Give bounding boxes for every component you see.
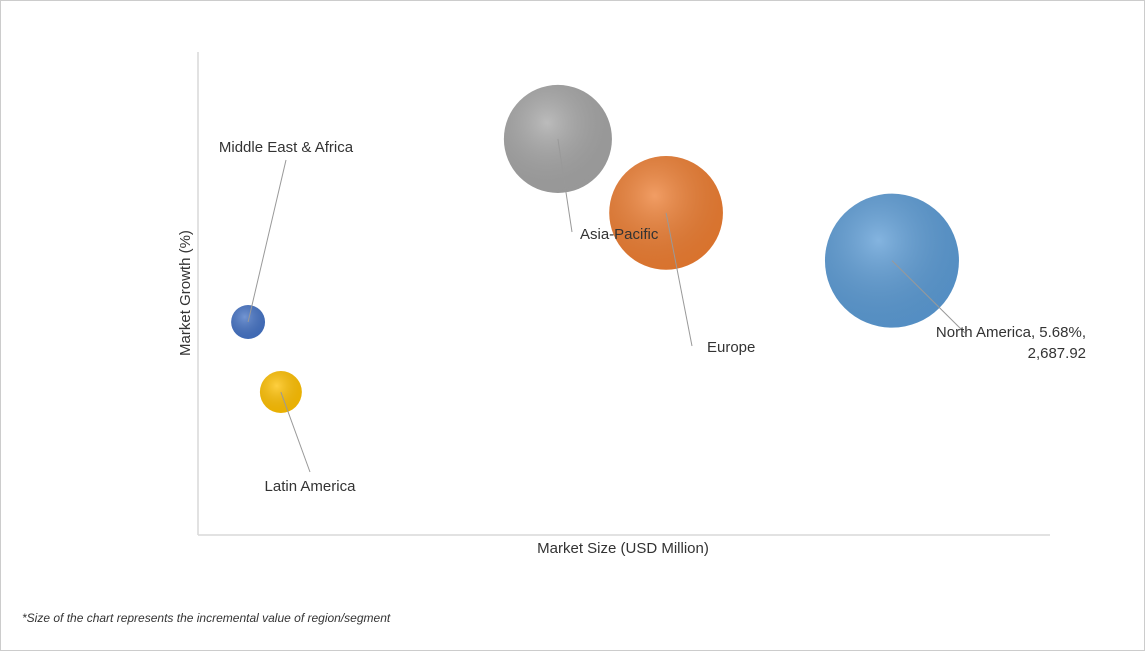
leader-line — [665, 212, 693, 347]
data-label: 2,687.92 — [1028, 345, 1086, 362]
data-label: Asia-Pacific — [580, 226, 659, 243]
x-axis-title: Market Size (USD Million) — [537, 540, 709, 557]
leader-line — [280, 391, 311, 473]
leader-line — [247, 159, 287, 323]
leader-line — [891, 260, 966, 334]
y-axis-title: Market Growth (%) — [177, 230, 194, 356]
data-label: Europe — [707, 339, 755, 356]
data-label: Middle East & Africa — [219, 139, 354, 156]
leader-line — [557, 138, 573, 233]
bubble-shade — [609, 155, 723, 270]
data-label: Latin America — [265, 478, 357, 495]
footnote: *Size of the chart represents the increm… — [22, 611, 391, 625]
data-label: North America, 5.68%, — [936, 324, 1086, 341]
